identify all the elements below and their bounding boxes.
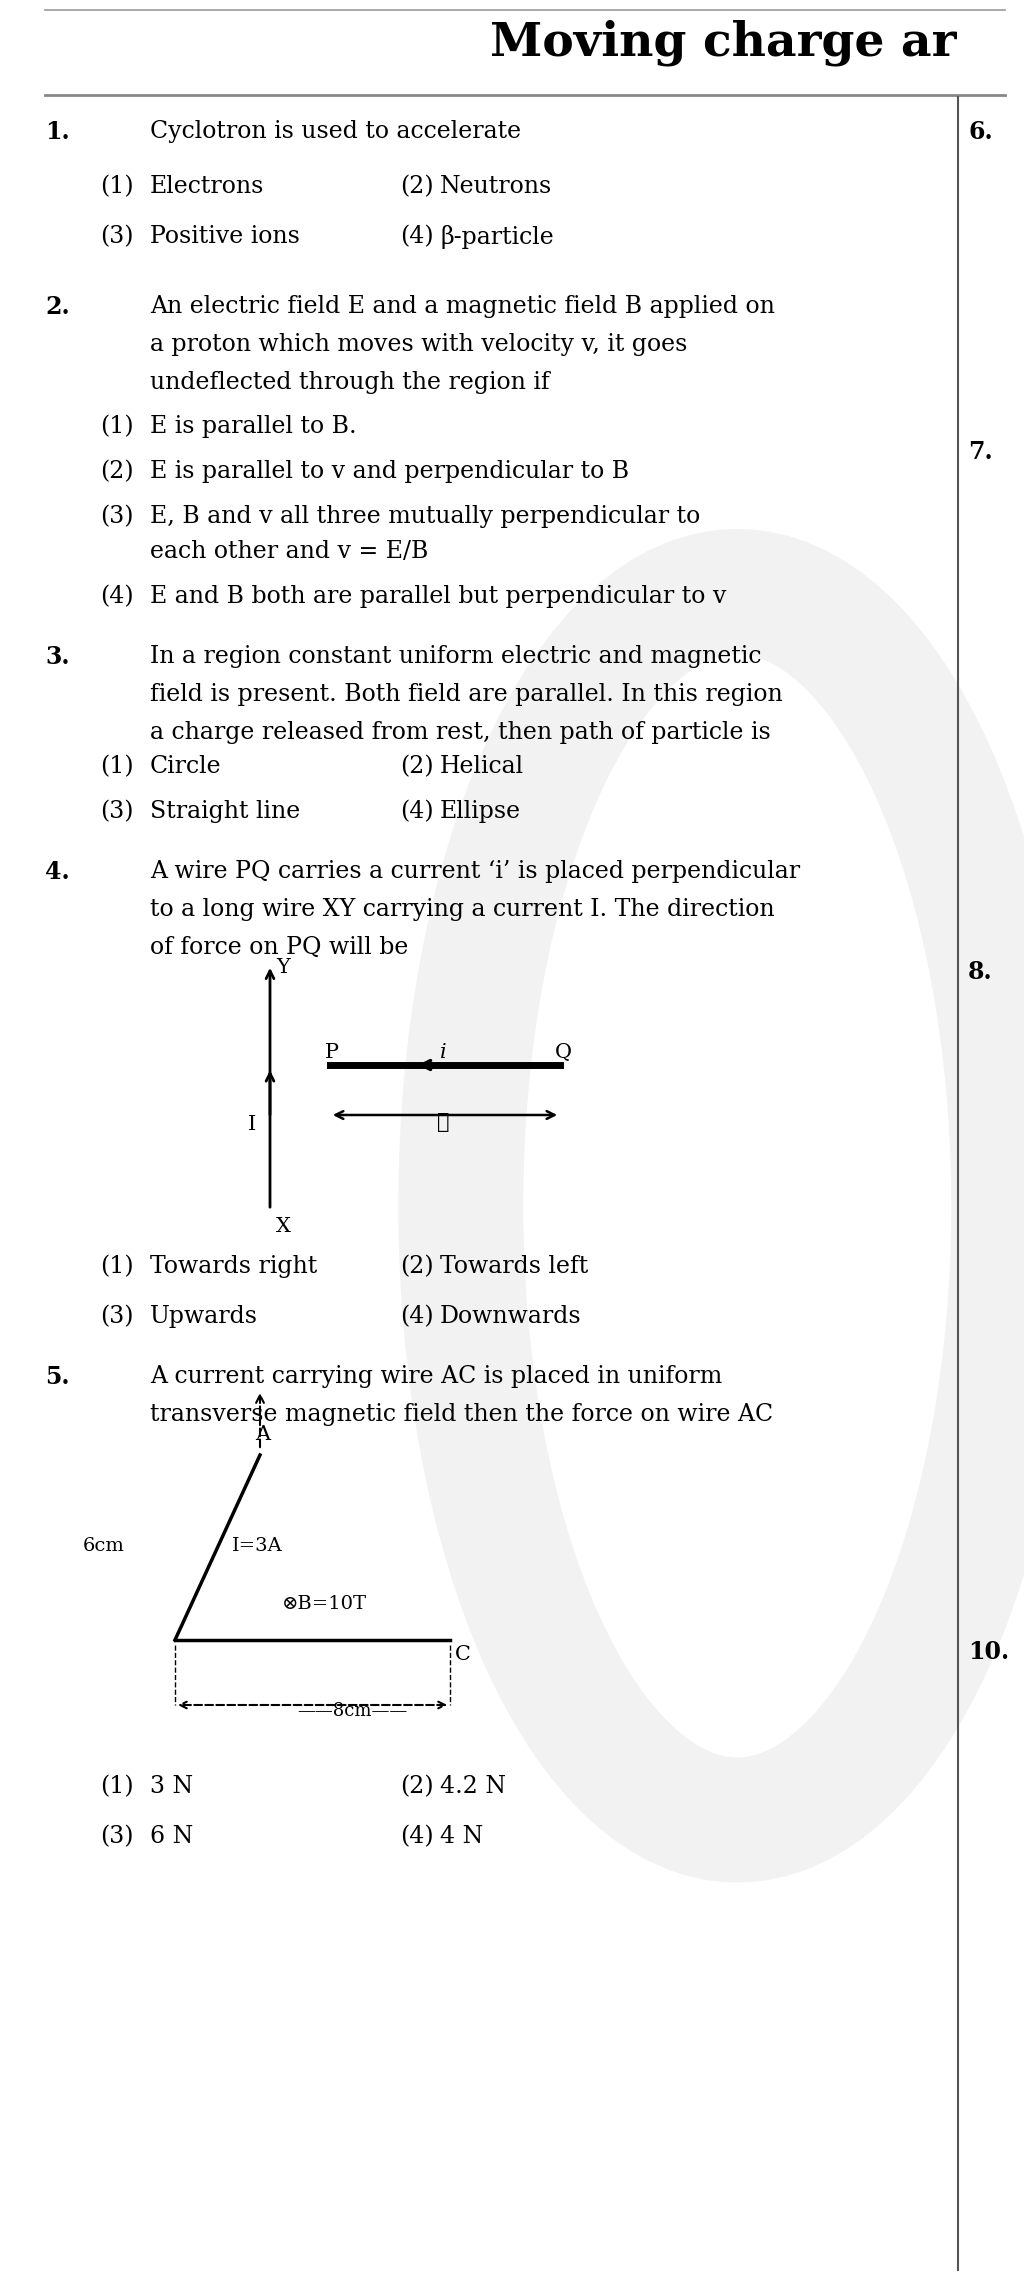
Text: 6cm: 6cm [83,1538,125,1556]
Text: In a region constant uniform electric and magnetic: In a region constant uniform electric an… [150,646,762,669]
Text: each other and v = E/B: each other and v = E/B [150,539,428,562]
Text: 8.: 8. [968,960,992,985]
Text: i: i [440,1042,446,1062]
Text: (2): (2) [400,175,433,198]
Text: 4.: 4. [45,860,70,885]
Text: 3 N: 3 N [150,1774,194,1797]
Text: ℓ: ℓ [437,1112,450,1133]
Text: (1): (1) [100,414,133,439]
Text: (4): (4) [400,1306,433,1329]
Text: Helical: Helical [440,755,524,778]
Text: of force on PQ will be: of force on PQ will be [150,935,409,960]
Text: (2): (2) [400,755,433,778]
Text: 6.: 6. [968,121,992,143]
Text: 4 N: 4 N [440,1825,483,1847]
Text: C: C [455,1645,471,1663]
Text: Straight line: Straight line [150,801,300,824]
Text: P: P [325,1042,339,1062]
Text: Towards right: Towards right [150,1256,317,1279]
Text: (4): (4) [400,225,433,248]
Text: E is parallel to v and perpendicular to B: E is parallel to v and perpendicular to … [150,460,629,482]
Text: Upwards: Upwards [150,1306,258,1329]
Text: I: I [248,1115,256,1135]
Text: Downwards: Downwards [440,1306,582,1329]
Text: (2): (2) [100,460,133,482]
Text: Circle: Circle [150,755,221,778]
Text: Positive ions: Positive ions [150,225,300,248]
Text: (2): (2) [400,1774,433,1797]
Text: Ellipse: Ellipse [440,801,521,824]
Text: (4): (4) [400,1825,433,1847]
Text: (3): (3) [100,801,133,824]
Text: A: A [255,1424,270,1445]
Text: undeflected through the region if: undeflected through the region if [150,371,550,394]
Text: β-particle: β-particle [440,225,554,248]
Text: Y: Y [276,958,290,976]
Text: Q: Q [555,1042,572,1062]
Text: ⊗B=10T: ⊗B=10T [282,1595,368,1613]
Text: Electrons: Electrons [150,175,264,198]
Text: a charge released from rest, then path of particle is: a charge released from rest, then path o… [150,721,771,744]
Text: 1.: 1. [45,121,70,143]
Text: X: X [276,1217,291,1235]
Text: 4.2 N: 4.2 N [440,1774,506,1797]
Text: An electric field E and a magnetic field B applied on: An electric field E and a magnetic field… [150,296,775,318]
Text: to a long wire XY carrying a current I. The direction: to a long wire XY carrying a current I. … [150,899,774,921]
Text: (1): (1) [100,175,133,198]
Text: (3): (3) [100,1825,133,1847]
Text: 10.: 10. [968,1640,1009,1663]
Text: (3): (3) [100,505,133,528]
Text: a proton which moves with velocity v, it goes: a proton which moves with velocity v, it… [150,332,687,355]
Text: E is parallel to B.: E is parallel to B. [150,414,356,439]
Text: (4): (4) [400,801,433,824]
Text: transverse magnetic field then the force on wire AC: transverse magnetic field then the force… [150,1404,773,1426]
Text: 2.: 2. [45,296,70,318]
Text: 6 N: 6 N [150,1825,194,1847]
Text: Cyclotron is used to accelerate: Cyclotron is used to accelerate [150,121,521,143]
Text: E, B and v all three mutually perpendicular to: E, B and v all three mutually perpendicu… [150,505,700,528]
Text: 7.: 7. [968,439,992,464]
Text: (2): (2) [400,1256,433,1279]
Text: Towards left: Towards left [440,1256,588,1279]
Text: (4): (4) [100,585,133,607]
Text: (1): (1) [100,755,133,778]
Text: E and B both are parallel but perpendicular to v: E and B both are parallel but perpendicu… [150,585,726,607]
Text: Neutrons: Neutrons [440,175,552,198]
Text: Moving charge ar: Moving charge ar [490,20,956,66]
Text: field is present. Both field are parallel. In this region: field is present. Both field are paralle… [150,682,782,705]
Text: ——8cm——: ——8cm—— [297,1702,408,1720]
Text: 3.: 3. [45,646,70,669]
Text: A wire PQ carries a current ‘i’ is placed perpendicular: A wire PQ carries a current ‘i’ is place… [150,860,800,883]
Text: (3): (3) [100,225,133,248]
Text: A current carrying wire AC is placed in uniform: A current carrying wire AC is placed in … [150,1365,722,1388]
Text: 5.: 5. [45,1365,70,1390]
Text: (1): (1) [100,1774,133,1797]
Text: (3): (3) [100,1306,133,1329]
Text: (1): (1) [100,1256,133,1279]
Text: I=3A: I=3A [232,1538,283,1556]
